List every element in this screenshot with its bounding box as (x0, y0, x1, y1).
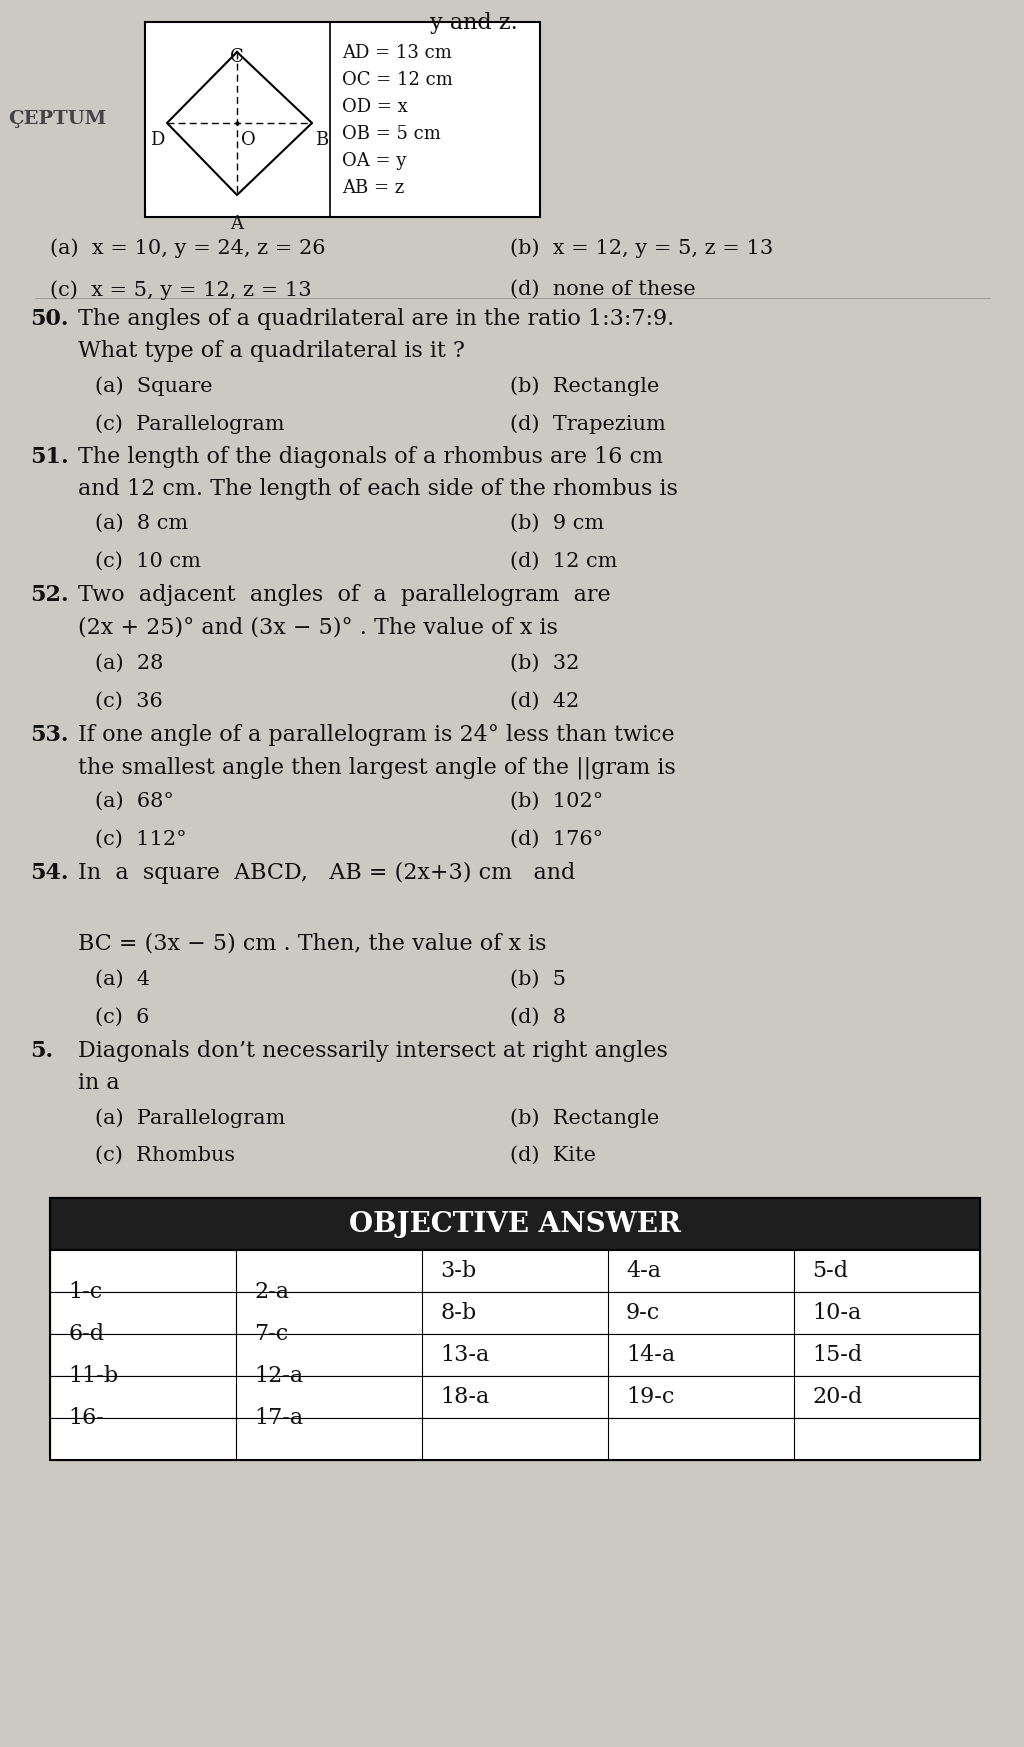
Text: 3-b: 3-b (440, 1260, 476, 1282)
Text: 20-d: 20-d (812, 1385, 862, 1408)
Text: and 12 cm. The length of each side of the rhombus is: and 12 cm. The length of each side of th… (78, 479, 678, 500)
Text: y and z.: y and z. (430, 12, 518, 33)
Text: 19-c: 19-c (626, 1385, 675, 1408)
Text: in a: in a (78, 1073, 120, 1094)
Text: BC = (3x − 5) cm . Then, the value of x is: BC = (3x − 5) cm . Then, the value of x … (78, 931, 547, 954)
Text: (a)  4: (a) 4 (95, 970, 151, 989)
Text: 11-b: 11-b (68, 1364, 118, 1387)
Text: 12-a: 12-a (254, 1364, 303, 1387)
Text: (b)  Rectangle: (b) Rectangle (510, 376, 659, 395)
Bar (50, 1198, 980, 1251)
Text: 53.: 53. (30, 723, 69, 746)
Text: 13-a: 13-a (440, 1343, 489, 1366)
Text: (a)  Parallelogram: (a) Parallelogram (95, 1108, 286, 1127)
Text: What type of a quadrilateral is it ?: What type of a quadrilateral is it ? (78, 341, 465, 362)
Text: 15-d: 15-d (812, 1343, 862, 1366)
Text: 52.: 52. (30, 583, 69, 606)
Text: OB = 5 cm: OB = 5 cm (342, 126, 441, 143)
Text: (a)  Square: (a) Square (95, 376, 213, 395)
Text: (d)  176°: (d) 176° (510, 830, 603, 849)
Text: 50.: 50. (30, 307, 69, 330)
Text: (b)  32: (b) 32 (510, 653, 580, 673)
Text: In  a  square  ABCD,   AB = (2x+3) cm   and: In a square ABCD, AB = (2x+3) cm and (78, 861, 575, 884)
Text: ÇEPTUM: ÇEPTUM (8, 110, 106, 128)
Text: (c)  Rhombus: (c) Rhombus (95, 1146, 236, 1165)
Text: 51.: 51. (30, 445, 69, 468)
Text: OBJECTIVE ANSWER: OBJECTIVE ANSWER (349, 1211, 681, 1237)
Text: OC = 12 cm: OC = 12 cm (342, 72, 453, 89)
Text: (d)  8: (d) 8 (510, 1008, 566, 1027)
Text: D: D (150, 131, 165, 148)
Text: (c)  10 cm: (c) 10 cm (95, 552, 201, 571)
Text: A: A (230, 215, 243, 232)
Text: (c)  36: (c) 36 (95, 692, 163, 711)
Text: (a)  68°: (a) 68° (95, 791, 174, 811)
Text: B: B (315, 131, 329, 148)
Text: 5.: 5. (30, 1039, 53, 1062)
Text: (c)  6: (c) 6 (95, 1008, 150, 1027)
Bar (50, 1419, 980, 1460)
Text: (d)  42: (d) 42 (510, 692, 580, 711)
Bar (50, 1377, 980, 1419)
Text: (c)  112°: (c) 112° (95, 830, 186, 849)
Text: the smallest angle then largest angle of the ||gram is: the smallest angle then largest angle of… (78, 756, 676, 779)
Text: C: C (230, 47, 244, 66)
Text: Diagonals don’t necessarily intersect at right angles: Diagonals don’t necessarily intersect at… (78, 1039, 668, 1062)
Text: (d)  none of these: (d) none of these (510, 280, 695, 299)
Text: AD = 13 cm: AD = 13 cm (342, 44, 452, 61)
Text: Two  adjacent  angles  of  a  parallelogram  are: Two adjacent angles of a parallelogram a… (78, 583, 610, 606)
Text: (d)  12 cm: (d) 12 cm (510, 552, 617, 571)
Text: 2-a: 2-a (254, 1281, 289, 1303)
Text: (b)  x = 12, y = 5, z = 13: (b) x = 12, y = 5, z = 13 (510, 238, 773, 257)
Text: If one angle of a parallelogram is 24° less than twice: If one angle of a parallelogram is 24° l… (78, 723, 675, 746)
Text: OA = y: OA = y (342, 152, 407, 169)
Text: OD = x: OD = x (342, 98, 408, 115)
Text: 9-c: 9-c (626, 1302, 660, 1324)
Bar (50, 1293, 980, 1335)
Text: (b)  Rectangle: (b) Rectangle (510, 1108, 659, 1127)
Text: 17-a: 17-a (254, 1406, 303, 1429)
Text: (d)  Kite: (d) Kite (510, 1146, 596, 1165)
Text: (d)  Trapezium: (d) Trapezium (510, 414, 666, 433)
Text: (c)  x = 5, y = 12, z = 13: (c) x = 5, y = 12, z = 13 (50, 280, 311, 300)
Text: 8-b: 8-b (440, 1302, 476, 1324)
Text: 7-c: 7-c (254, 1322, 288, 1345)
Text: The angles of a quadrilateral are in the ratio 1:3:7:9.: The angles of a quadrilateral are in the… (78, 307, 674, 330)
Text: O: O (241, 131, 256, 148)
Text: (a)  x = 10, y = 24, z = 26: (a) x = 10, y = 24, z = 26 (50, 238, 326, 257)
Text: (b)  9 cm: (b) 9 cm (510, 514, 604, 533)
Text: 6-d: 6-d (68, 1322, 104, 1345)
Text: The length of the diagonals of a rhombus are 16 cm: The length of the diagonals of a rhombus… (78, 445, 663, 468)
Text: (a)  8 cm: (a) 8 cm (95, 514, 188, 533)
Text: 18-a: 18-a (440, 1385, 489, 1408)
Text: (a)  28: (a) 28 (95, 653, 164, 673)
Text: 5-d: 5-d (812, 1260, 848, 1282)
Text: (c)  Parallelogram: (c) Parallelogram (95, 414, 285, 433)
Text: (b)  102°: (b) 102° (510, 791, 603, 811)
Text: 16-: 16- (68, 1406, 103, 1429)
Bar (50, 1251, 980, 1293)
Text: 54.: 54. (30, 861, 69, 884)
Bar (145, 23, 540, 217)
Text: 10-a: 10-a (812, 1302, 861, 1324)
Text: 14-a: 14-a (626, 1343, 675, 1366)
Text: (b)  5: (b) 5 (510, 970, 566, 989)
Text: AB = z: AB = z (342, 178, 404, 197)
Text: 4-a: 4-a (626, 1260, 662, 1282)
Text: 1-c: 1-c (68, 1281, 102, 1303)
Text: (2x + 25)° and (3x − 5)° . The value of x is: (2x + 25)° and (3x − 5)° . The value of … (78, 617, 558, 638)
Bar (50, 1335, 980, 1377)
Bar (50, 1198, 980, 1460)
